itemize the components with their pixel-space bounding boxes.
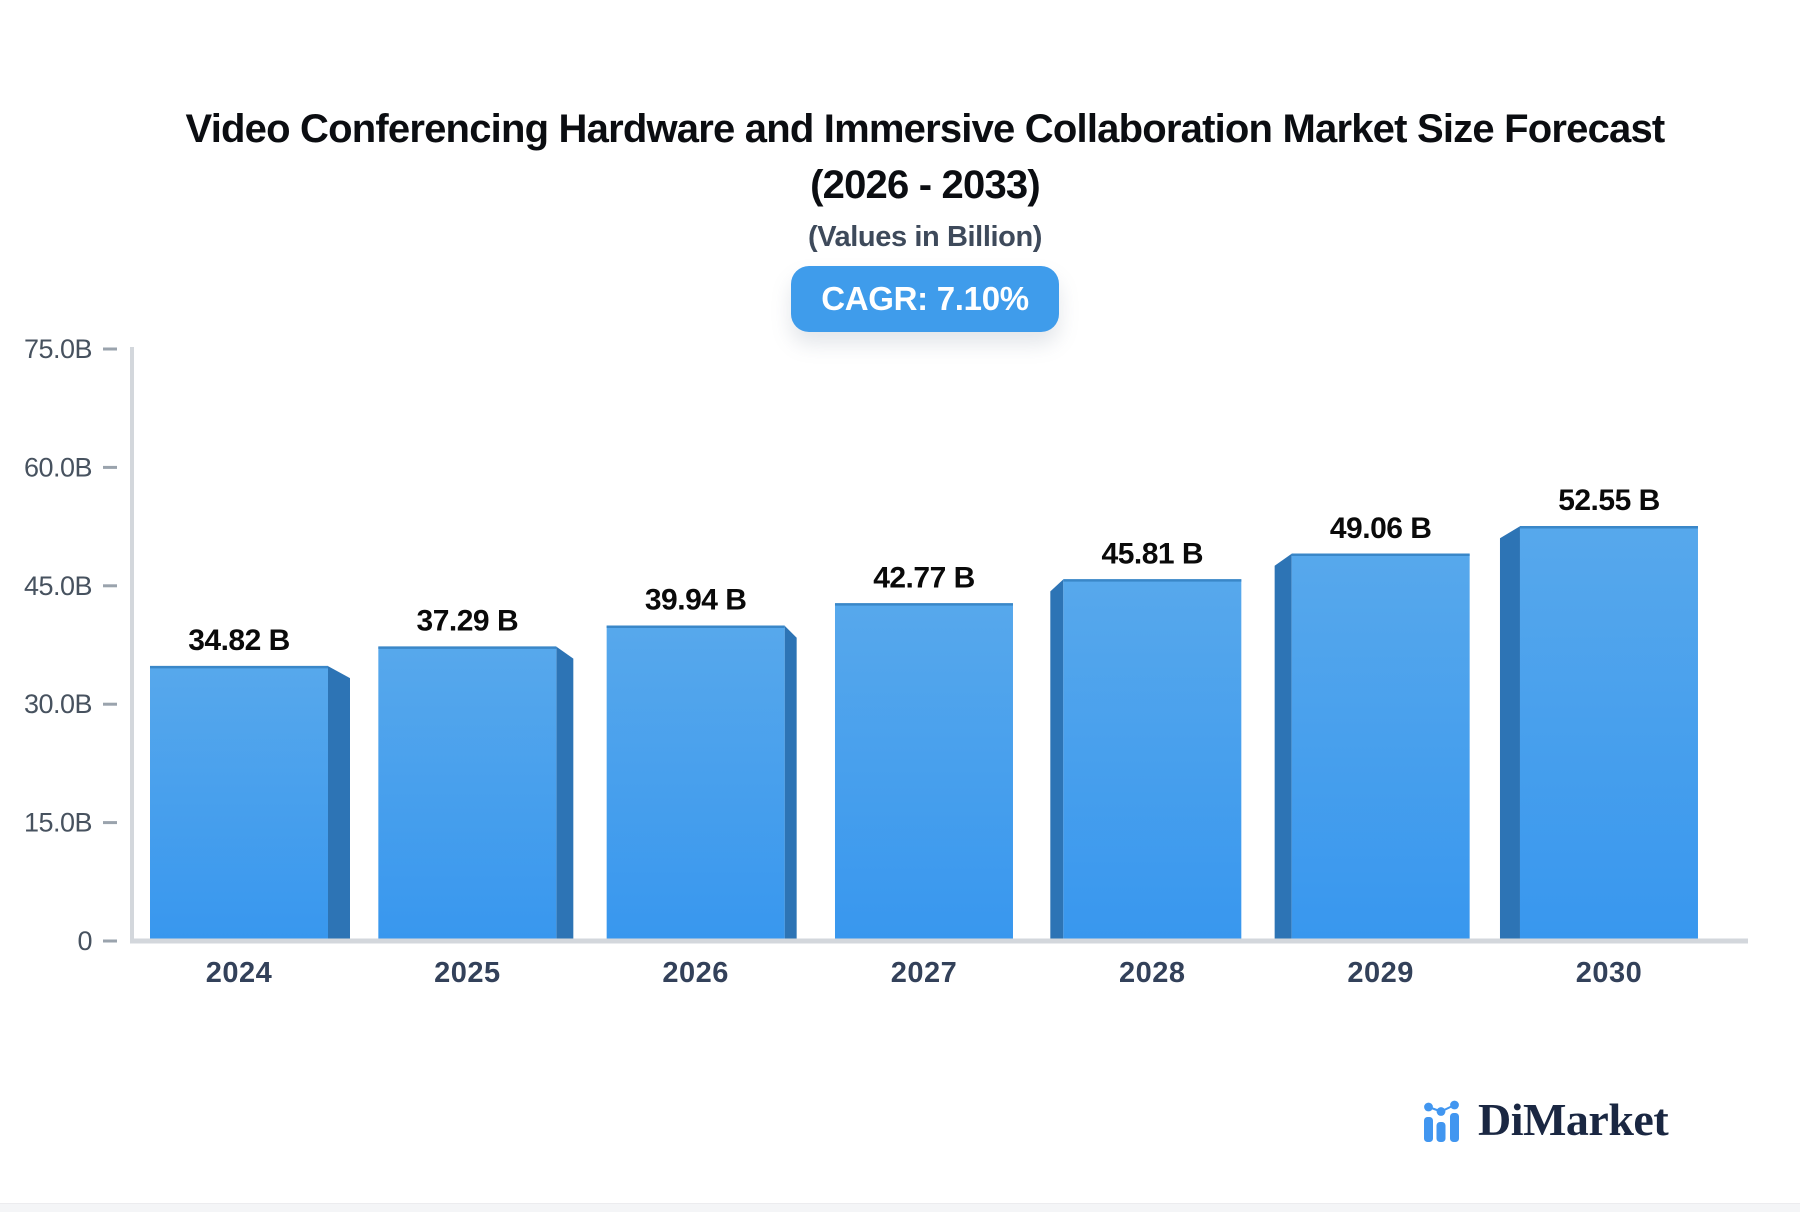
bar-2030 — [1519, 526, 1698, 940]
bar-value-label-2025: 37.29 B — [417, 605, 519, 638]
bar-side-face-2029 — [1274, 553, 1292, 940]
x-axis-label-2026: 2026 — [662, 957, 729, 989]
x-axis-label-2025: 2025 — [434, 957, 501, 989]
y-axis-tick-label-30.0B: 30.0B — [24, 689, 92, 719]
x-axis-label-2029: 2029 — [1347, 957, 1414, 989]
bar-2025 — [378, 646, 557, 940]
bar-side-face-2030 — [1499, 526, 1520, 940]
chart-subtitle: (Values in Billion) — [807, 221, 1043, 253]
bar-value-label-2024: 34.82 B — [188, 624, 290, 657]
dimarket-logo: DiMarket — [1420, 1094, 1669, 1145]
y-axis-tick-label-60.0B: 60.0B — [24, 452, 92, 482]
bar-side-face-2024 — [328, 666, 350, 940]
page-bottom-strip — [0, 1203, 1800, 1212]
x-axis-label-2030: 2030 — [1576, 957, 1643, 989]
bar-value-label-2029: 49.06 B — [1330, 512, 1432, 545]
bar-value-label-2026: 39.94 B — [645, 584, 747, 617]
cagr-badge: CAGR: 7.10% — [791, 266, 1059, 332]
bar-2028 — [1063, 579, 1242, 940]
bar-line-chart-logo-icon — [1424, 1100, 1459, 1142]
y-axis-tick-label-0: 0 — [77, 926, 92, 956]
bar-value-label-2027: 42.77 B — [873, 561, 975, 594]
bar-side-face-2026 — [784, 625, 797, 940]
chart-title-line1: Video Conferencing Hardware and Immersiv… — [185, 107, 1666, 151]
x-axis-label-2024: 2024 — [206, 957, 273, 989]
x-axis-label-2028: 2028 — [1119, 957, 1186, 989]
bar-side-face-2028 — [1050, 579, 1064, 940]
dimarket-logo-text: DiMarket — [1478, 1094, 1669, 1145]
bar-value-label-2030: 52.55 B — [1558, 484, 1660, 517]
bar-side-face-2025 — [556, 646, 574, 940]
y-axis-tick-label-15.0B: 15.0B — [24, 808, 92, 838]
x-axis-label-2027: 2027 — [891, 957, 958, 989]
y-axis-tick-label-75.0B: 75.0B — [24, 334, 92, 364]
bar-2024 — [150, 666, 328, 940]
chart-title-line2: (2026 - 2033) — [810, 163, 1041, 207]
chart-heading: Video Conferencing Hardware and Immersiv… — [132, 104, 1718, 332]
bar-2029 — [1291, 553, 1470, 940]
bar-2027 — [834, 603, 1013, 940]
bar-2026 — [606, 625, 785, 940]
y-axis-tick-label-45.0B: 45.0B — [24, 571, 92, 601]
bar-value-label-2028: 45.81 B — [1102, 537, 1204, 570]
